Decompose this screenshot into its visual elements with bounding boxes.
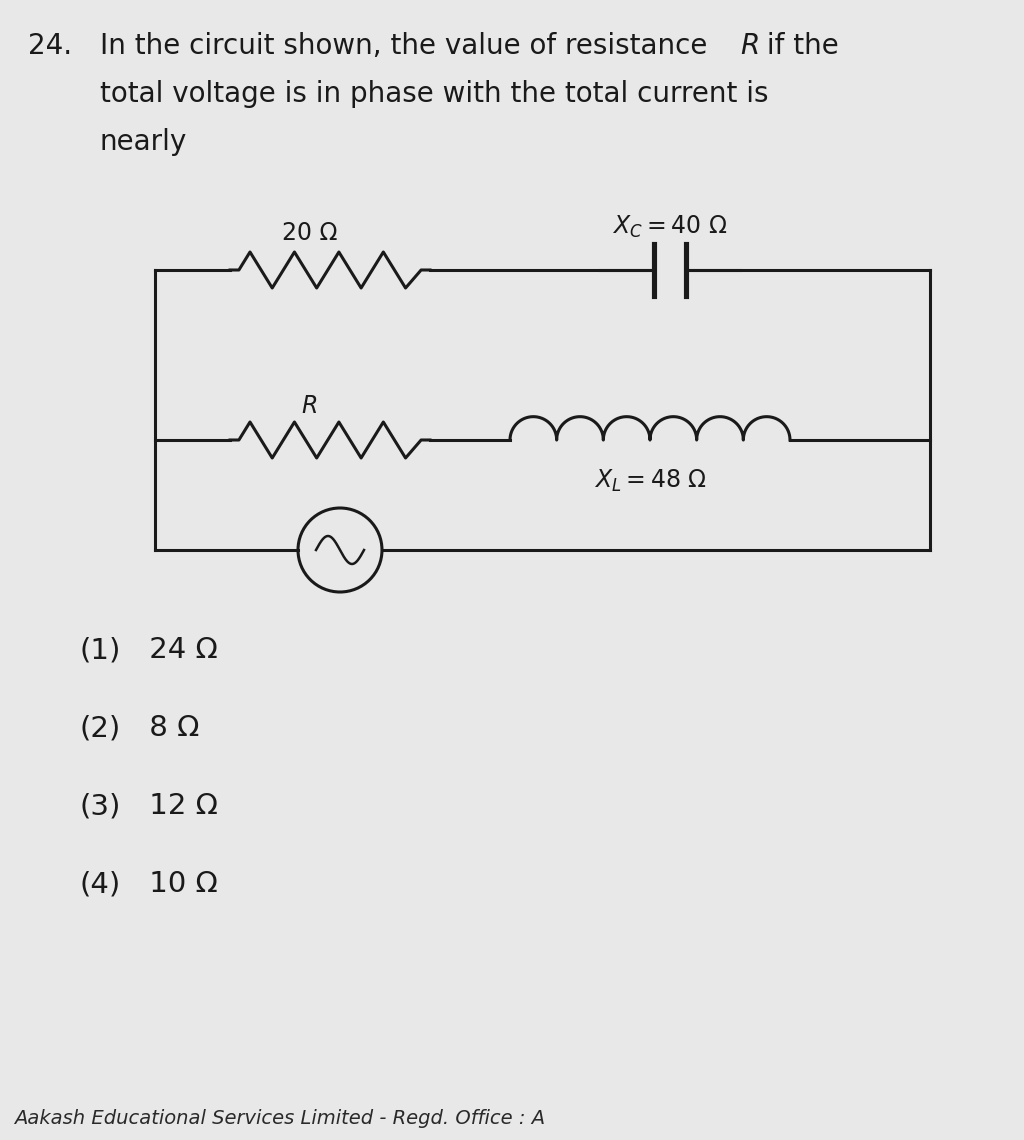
Text: 20 Ω: 20 Ω bbox=[283, 221, 338, 245]
Text: R: R bbox=[740, 32, 759, 60]
Text: 10 Ω: 10 Ω bbox=[140, 870, 218, 898]
Text: 12 Ω: 12 Ω bbox=[140, 792, 218, 820]
Text: (4): (4) bbox=[80, 870, 121, 898]
Text: if the: if the bbox=[758, 32, 839, 60]
Text: 8 Ω: 8 Ω bbox=[140, 714, 200, 742]
Text: 24 Ω: 24 Ω bbox=[140, 636, 218, 663]
Text: (1): (1) bbox=[80, 636, 122, 663]
Text: $X_L = 48\ \Omega$: $X_L = 48\ \Omega$ bbox=[594, 469, 707, 495]
Text: R: R bbox=[302, 394, 318, 418]
Text: In the circuit shown, the value of resistance: In the circuit shown, the value of resis… bbox=[100, 32, 716, 60]
Text: Aakash Educational Services Limited - Regd. Office : A: Aakash Educational Services Limited - Re… bbox=[14, 1109, 545, 1127]
Text: (2): (2) bbox=[80, 714, 121, 742]
Text: (3): (3) bbox=[80, 792, 122, 820]
Text: nearly: nearly bbox=[100, 128, 187, 156]
Text: 24.: 24. bbox=[28, 32, 72, 60]
Text: $X_C = 40\ \Omega$: $X_C = 40\ \Omega$ bbox=[612, 214, 728, 241]
Text: total voltage is in phase with the total current is: total voltage is in phase with the total… bbox=[100, 80, 768, 108]
